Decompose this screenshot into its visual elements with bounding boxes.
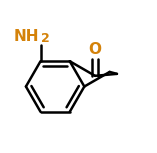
Text: NH: NH: [13, 29, 39, 44]
Text: O: O: [89, 42, 102, 57]
Text: 2: 2: [41, 32, 50, 45]
